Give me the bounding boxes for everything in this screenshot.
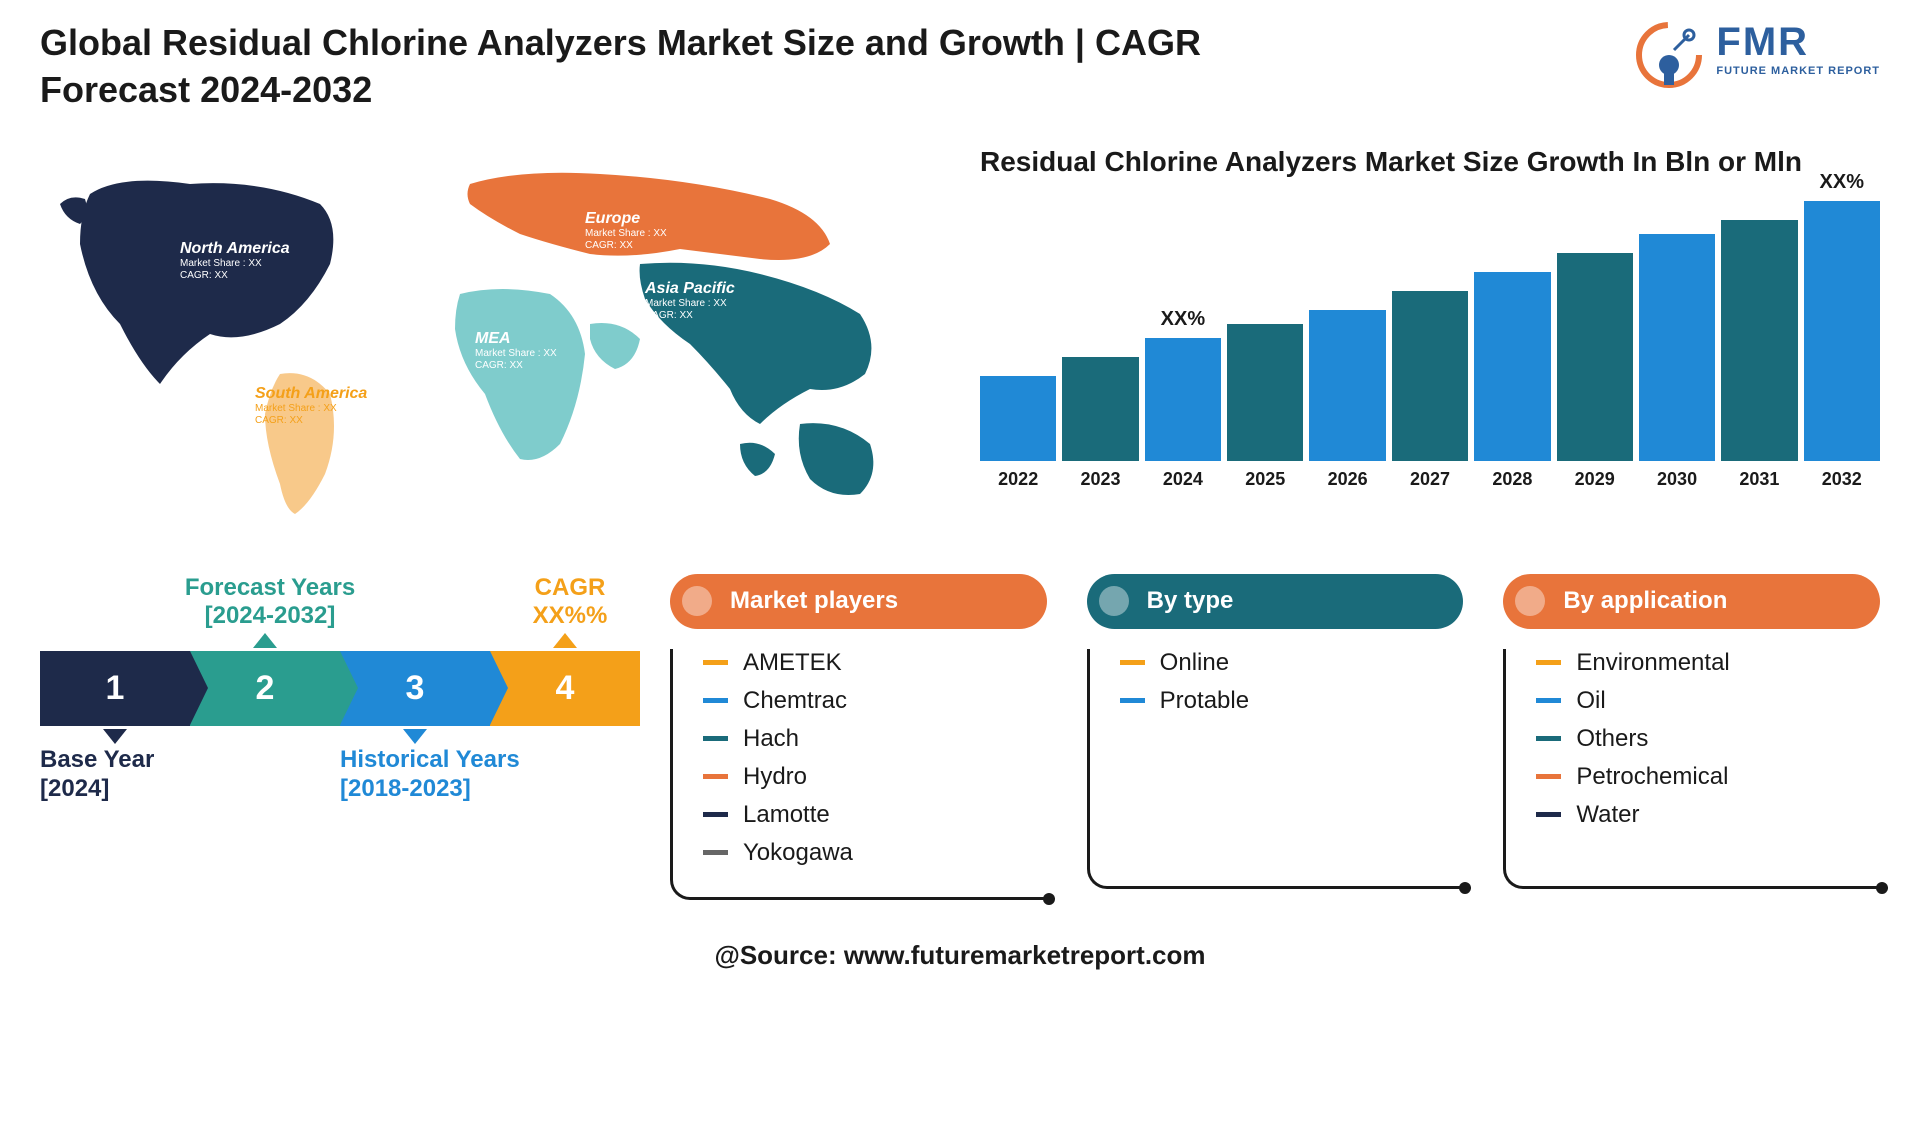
bar-2024: XX%2024: [1145, 338, 1221, 490]
application-item: Oil: [1536, 687, 1880, 715]
map-region-asia-pacific: Asia PacificMarket Share : XXCAGR: XX: [645, 279, 735, 322]
map-region-europe: EuropeMarket Share : XXCAGR: XX: [585, 209, 667, 252]
forecast-years-label: Forecast Years [2024-2032]: [170, 574, 370, 632]
application-item: Environmental: [1536, 649, 1880, 677]
bar-2025: 2025: [1227, 324, 1303, 490]
bar-2023: 2023: [1062, 357, 1138, 490]
application-item: Petrochemical: [1536, 763, 1880, 791]
brand-logo: FMR FUTURE MARKET REPORT: [1634, 20, 1880, 90]
bar-2031: 2031: [1721, 220, 1797, 490]
bar-chart: 20222023XX%20242025202620272028202920302…: [980, 200, 1880, 490]
bar-2027: 2027: [1392, 291, 1468, 490]
map-region-south-america: South AmericaMarket Share : XXCAGR: XX: [255, 384, 367, 427]
logo-main-text: FMR: [1716, 20, 1880, 65]
market-players-header: Market players: [670, 574, 1047, 629]
by-type-column: By type Online Protable: [1087, 574, 1464, 900]
timeline-segment-1: 1: [40, 651, 190, 726]
by-application-header: By application: [1503, 574, 1880, 629]
market-players-column: Market players AMETEK Chemtrac Hach Hydro La…: [670, 574, 1047, 900]
map-region-north-america: North AmericaMarket Share : XXCAGR: XX: [180, 239, 290, 282]
map-region-mea: MEAMarket Share : XXCAGR: XX: [475, 329, 557, 372]
players-item: Yokogawa: [703, 839, 1047, 867]
page-title: Global Residual Chlorine Analyzers Marke…: [40, 20, 1340, 114]
bar-2022: 2022: [980, 376, 1056, 490]
chart-title: Residual Chlorine Analyzers Market Size …: [980, 144, 1880, 180]
source-attribution: @Source: www.futuremarketreport.com: [40, 940, 1880, 971]
bar-2026: 2026: [1309, 310, 1385, 490]
bar-2029: 2029: [1557, 253, 1633, 490]
fmr-logo-icon: [1634, 20, 1704, 90]
world-map: North AmericaMarket Share : XXCAGR: XX So…: [40, 144, 940, 524]
players-item: Hydro: [703, 763, 1047, 791]
players-item: AMETEK: [703, 649, 1047, 677]
timeline: Forecast Years [2024-2032] CAGR XX%% 123…: [40, 574, 640, 900]
cagr-label: CAGR XX%%: [510, 574, 630, 632]
logo-sub-text: FUTURE MARKET REPORT: [1716, 65, 1880, 77]
application-item: Others: [1536, 725, 1880, 753]
bar-2030: 2030: [1639, 234, 1715, 490]
type-item: Online: [1120, 649, 1464, 677]
players-item: Lamotte: [703, 801, 1047, 829]
bar-2028: 2028: [1474, 272, 1550, 490]
type-item: Protable: [1120, 687, 1464, 715]
application-item: Water: [1536, 801, 1880, 829]
historical-years-label: Historical Years [2018-2023]: [340, 746, 590, 804]
timeline-segment-3: 3: [340, 651, 490, 726]
players-item: Hach: [703, 725, 1047, 753]
bar-2032: XX%2032: [1804, 201, 1880, 490]
by-type-header: By type: [1087, 574, 1464, 629]
by-application-column: By application Environmental Oil Others Pet…: [1503, 574, 1880, 900]
timeline-segment-2: 2: [190, 651, 340, 726]
timeline-segment-4: 4: [490, 651, 640, 726]
base-year-label: Base Year [2024]: [40, 746, 240, 804]
players-item: Chemtrac: [703, 687, 1047, 715]
